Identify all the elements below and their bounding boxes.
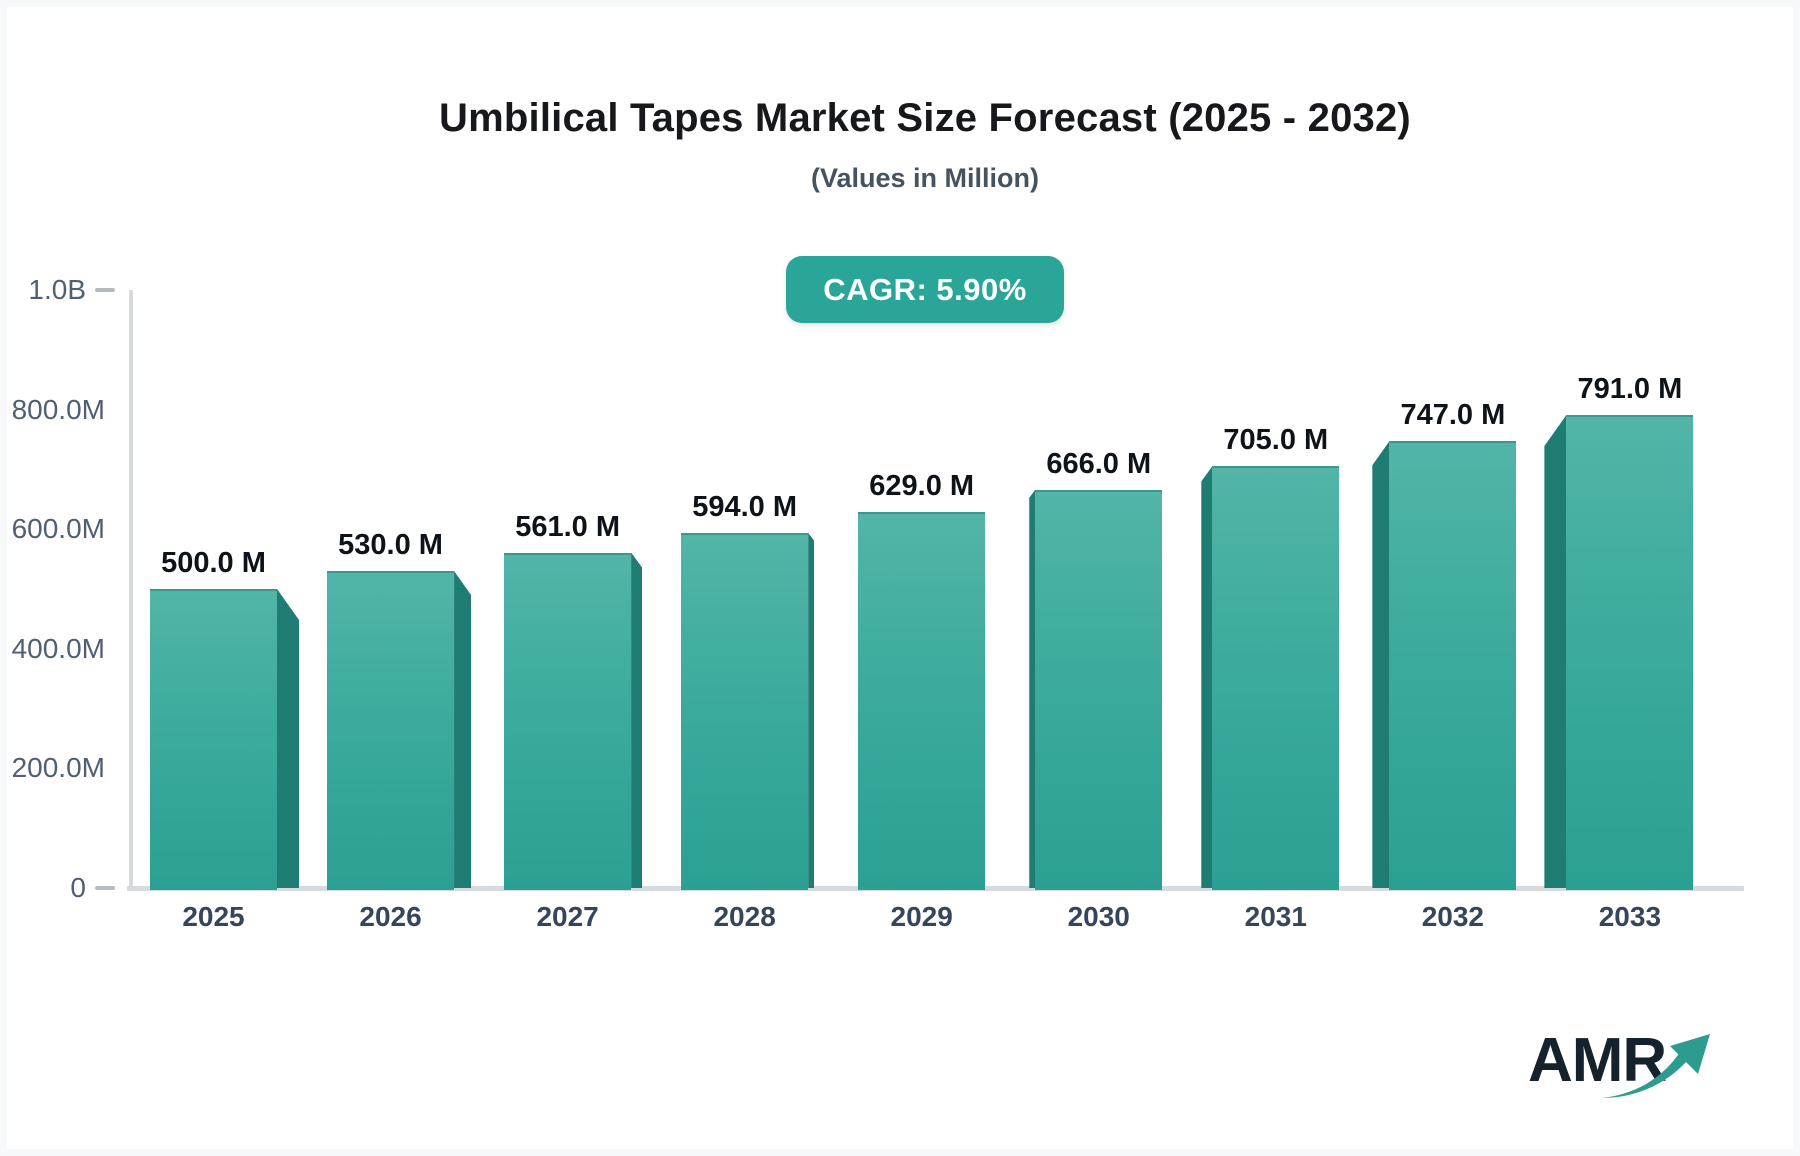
amr-logo: AMR: [1528, 1022, 1738, 1112]
bar-value-label: 500.0 M: [161, 547, 266, 579]
chart-subtitle: (Values in Million): [810, 163, 1040, 193]
bar-2027[interactable]: [504, 552, 632, 890]
x-tick-label: 2027: [536, 901, 599, 932]
bar-value-label: 530.0 M: [338, 529, 443, 562]
bar-3d-side: [1372, 441, 1390, 888]
x-tick-label: 2029: [890, 901, 953, 932]
bar-3d-side: [1544, 414, 1567, 888]
bar-2029[interactable]: [858, 511, 986, 890]
bar-2032[interactable]: [1389, 441, 1517, 890]
x-tick-label: 2028: [713, 901, 776, 932]
bar-3d-side: [454, 571, 472, 888]
y-axis-line: [129, 290, 133, 889]
axis-tick: [95, 288, 115, 292]
bar-value-label: 747.0 M: [1400, 399, 1506, 432]
cagr-badge-label: CAGR: 5.90%: [823, 271, 1027, 307]
growth-arrow-icon: [1602, 1034, 1710, 1098]
bar-2031[interactable]: [1212, 466, 1340, 890]
bar-value-label: 561.0 M: [515, 510, 620, 543]
bar-2030[interactable]: [1035, 489, 1163, 890]
x-tick-label: 2026: [359, 901, 422, 932]
cagr-badge: CAGR: 5.90%: [786, 256, 1064, 323]
bar-3d-side: [277, 589, 299, 888]
bar-3d-side: [808, 532, 815, 888]
bar-3d-side: [1029, 489, 1036, 888]
bar-2033[interactable]: [1566, 414, 1694, 890]
y-tick-label: 1.0B: [28, 274, 86, 305]
y-tick-label: 800.0M: [11, 393, 105, 425]
bar-value-label: 629.0 M: [869, 469, 975, 502]
bar-value-label: 791.0 M: [1577, 372, 1683, 405]
bar-value-label: 705.0 M: [1223, 424, 1329, 457]
y-tick-label: 600.0M: [11, 513, 105, 545]
y-tick-label: 200.0M: [11, 752, 105, 784]
x-tick-label: 2033: [1598, 901, 1662, 932]
y-tick-label: 0: [70, 872, 86, 903]
bar-3d-side: [1201, 466, 1213, 888]
bar-2026[interactable]: [327, 571, 455, 890]
amr-logo-text: AMR: [1528, 1026, 1667, 1095]
bar-value-label: 666.0 M: [1046, 447, 1152, 480]
x-tick-label: 2025: [182, 901, 245, 932]
bar-3d-side: [631, 552, 643, 888]
page-title: Umbilical Tapes Market Size Forecast (20…: [439, 96, 1411, 140]
axis-tick: [95, 886, 115, 890]
y-tick-label: 400.0M: [11, 632, 105, 664]
bar-2025[interactable]: [150, 589, 277, 890]
bar-value-label: 594.0 M: [692, 490, 798, 523]
x-tick-label: 2030: [1067, 901, 1130, 932]
x-tick-label: 2031: [1244, 901, 1307, 932]
x-tick-label: 2032: [1421, 901, 1484, 932]
bar-2028[interactable]: [681, 532, 809, 890]
